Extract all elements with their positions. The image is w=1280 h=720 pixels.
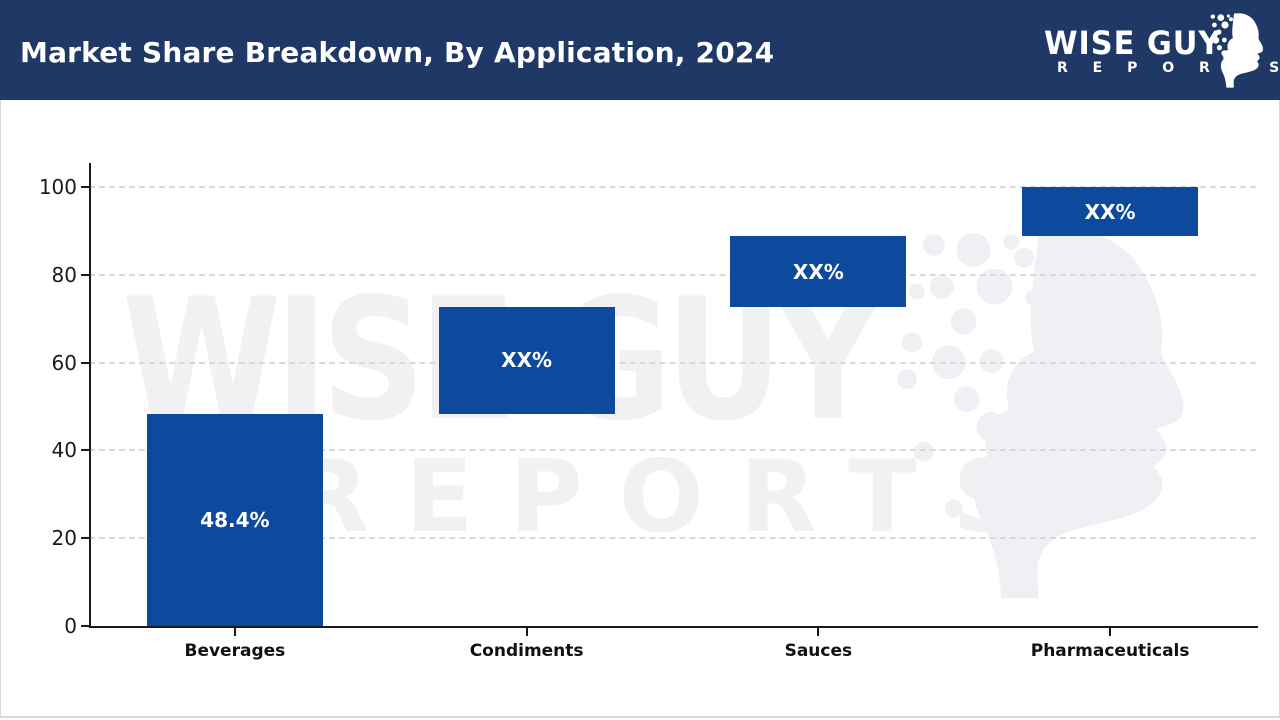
x-axis-spine — [89, 626, 1258, 628]
x-tick-1 — [525, 628, 528, 636]
bar-value-label: XX% — [1084, 199, 1136, 224]
bar-value-label: XX% — [501, 348, 553, 373]
y-tick-label-0: 0 — [64, 614, 77, 638]
x-tick-2 — [817, 628, 820, 636]
wiseguy-head-logo-icon — [1210, 13, 1264, 88]
bar-beverages: 48.4% — [146, 413, 323, 626]
gridline-y-100 — [89, 186, 1256, 188]
category-label-beverages: Beverages — [184, 641, 286, 661]
bar-value-label: XX% — [792, 259, 844, 284]
y-tick-80 — [81, 273, 89, 276]
page-border-bottom — [0, 716, 1280, 718]
wiseguy-logo-wordmark: WISE GUY — [1044, 24, 1222, 62]
gridline-y-20 — [89, 537, 1256, 540]
page-title: Market Share Breakdown, By Application, … — [20, 36, 775, 69]
bar-pharmaceuticals: XX% — [1022, 187, 1199, 237]
gridline-y-60 — [89, 361, 1256, 364]
x-tick-0 — [233, 628, 236, 636]
y-tick-label-80: 80 — [51, 262, 77, 287]
y-tick-0 — [81, 625, 89, 627]
watermark-subword: REPORTS — [292, 438, 1061, 555]
bar-condiments: XX% — [438, 307, 615, 414]
gridline-y-80 — [89, 273, 1256, 276]
y-tick-40 — [81, 449, 89, 452]
y-tick-100 — [81, 186, 89, 188]
header-bar: Market Share Breakdown, By Application, … — [0, 0, 1280, 100]
y-axis-spine — [89, 163, 91, 628]
category-label-pharmaceuticals: Pharmaceuticals — [1030, 641, 1190, 661]
bar-value-label: 48.4% — [200, 507, 270, 532]
y-tick-60 — [81, 361, 89, 364]
y-tick-20 — [81, 537, 89, 540]
wiseguy-head-watermark-icon — [896, 228, 1184, 599]
y-tick-label-20: 20 — [51, 526, 77, 551]
page-border-left — [0, 100, 1, 718]
bar-sauces: XX% — [730, 236, 907, 308]
gridline-y-40 — [89, 449, 1256, 452]
y-tick-label-60: 60 — [51, 350, 77, 375]
y-tick-label-40: 40 — [51, 438, 77, 463]
x-tick-3 — [1109, 628, 1112, 636]
category-label-sauces: Sauces — [784, 641, 853, 661]
y-tick-label-100: 100 — [38, 175, 77, 199]
category-label-condiments: Condiments — [469, 641, 584, 661]
